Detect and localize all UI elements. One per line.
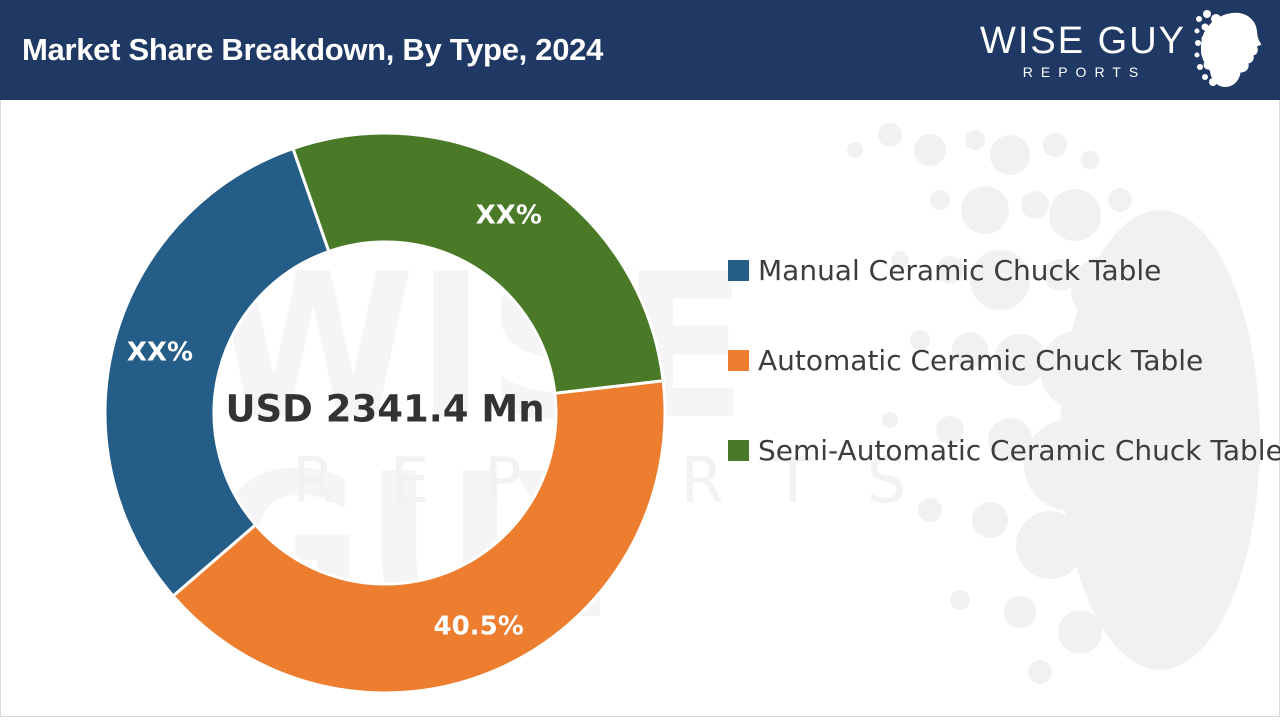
legend-item-semi-automatic: Semi-Automatic Ceramic Chuck Table [728, 432, 1280, 468]
legend-label: Semi-Automatic Ceramic Chuck Table [758, 433, 1280, 467]
legend-label: Manual Ceramic Chuck Table [758, 253, 1162, 287]
donut-center-value: USD 2341.4 Mn [225, 387, 545, 431]
logo-face-icon [1194, 10, 1262, 88]
wise-guy-reports-logo: WISE GUY REPORTS [980, 8, 1266, 92]
segment-value-label: 40.5% [434, 611, 524, 641]
legend-swatch-semi-automatic [728, 439, 749, 461]
legend-label: Automatic Ceramic Chuck Table [758, 343, 1204, 377]
segment-value-label: XX% [127, 338, 193, 368]
legend-swatch-manual [728, 259, 749, 281]
legend: Manual Ceramic Chuck Table Automatic Cer… [728, 252, 1280, 468]
legend-item-manual: Manual Ceramic Chuck Table [728, 252, 1280, 288]
page-title: Market Share Breakdown, By Type, 2024 [22, 32, 604, 67]
logo-text: WISE GUY REPORTS [980, 22, 1186, 79]
logo-subtitle: REPORTS [1022, 63, 1147, 80]
donut-segment [291, 131, 665, 396]
segment-value-label: XX% [476, 201, 542, 231]
donut-segment [103, 146, 331, 599]
donut-segment [170, 379, 667, 695]
legend-swatch-automatic [728, 349, 749, 371]
header-bar: Market Share Breakdown, By Type, 2024 WI… [0, 0, 1280, 100]
logo-wordmark: WISE GUY [979, 19, 1186, 62]
legend-item-automatic: Automatic Ceramic Chuck Table [728, 342, 1280, 378]
